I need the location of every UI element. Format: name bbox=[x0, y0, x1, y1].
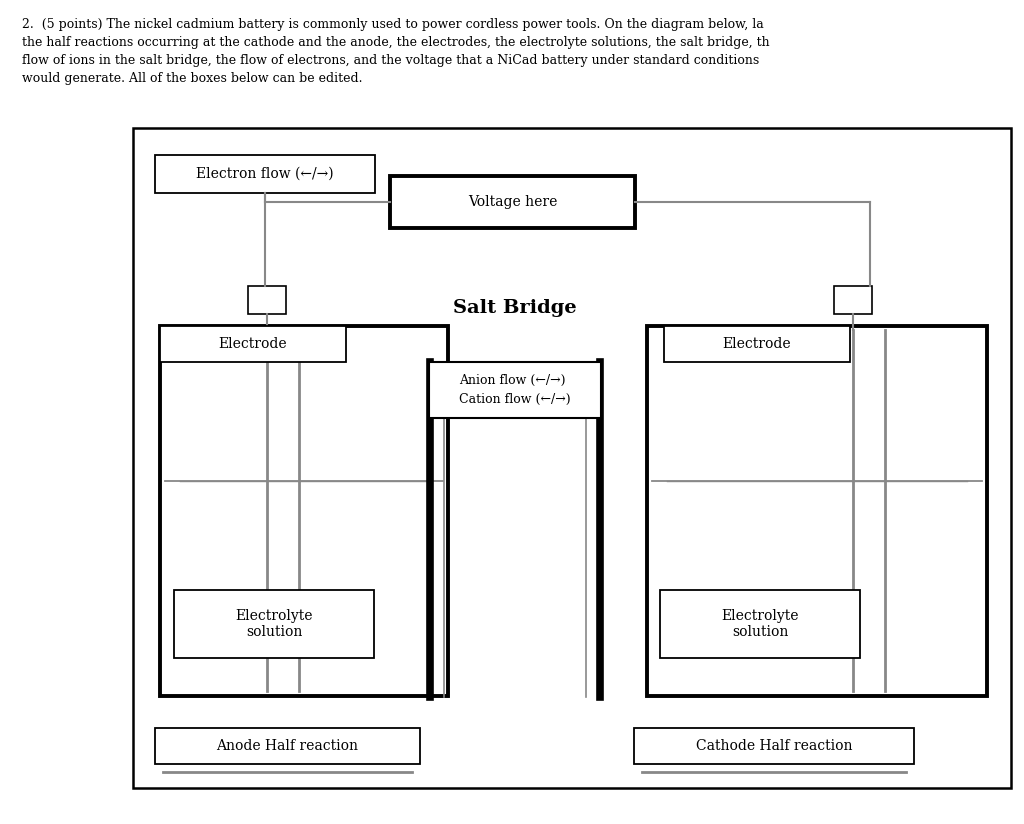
Text: Electrode: Electrode bbox=[219, 337, 288, 351]
Bar bbox=[133, 128, 1011, 788]
Text: Electrode: Electrode bbox=[723, 337, 792, 351]
Text: Electrolyte
solution: Electrolyte solution bbox=[236, 609, 312, 639]
Bar bbox=[429, 362, 601, 418]
Text: would generate. All of the boxes below can be edited.: would generate. All of the boxes below c… bbox=[22, 72, 362, 85]
Text: Electrolyte
solution: Electrolyte solution bbox=[721, 609, 799, 639]
Text: Anode Half reaction: Anode Half reaction bbox=[216, 739, 358, 753]
Text: Anion flow (←/→)
Cation flow (←/→): Anion flow (←/→) Cation flow (←/→) bbox=[459, 374, 570, 406]
Text: Cathode Half reaction: Cathode Half reaction bbox=[695, 739, 852, 753]
Bar bbox=[174, 590, 374, 658]
Text: Voltage here: Voltage here bbox=[468, 195, 557, 209]
Text: flow of ions in the salt bridge, the flow of electrons, and the voltage that a N: flow of ions in the salt bridge, the flo… bbox=[22, 54, 759, 67]
Text: 2.  (5 points) The nickel cadmium battery is commonly used to power cordless pow: 2. (5 points) The nickel cadmium battery… bbox=[22, 18, 764, 31]
Bar bbox=[834, 286, 872, 314]
Bar bbox=[664, 326, 850, 362]
Bar bbox=[155, 728, 420, 764]
Bar bbox=[160, 326, 449, 696]
Bar bbox=[647, 326, 987, 696]
Text: Electron flow (←/→): Electron flow (←/→) bbox=[197, 167, 334, 181]
Bar bbox=[160, 326, 346, 362]
Bar bbox=[634, 728, 914, 764]
Bar bbox=[248, 286, 286, 314]
Text: Salt Bridge: Salt Bridge bbox=[454, 299, 577, 317]
Bar bbox=[155, 155, 375, 193]
Text: the half reactions occurring at the cathode and the anode, the electrodes, the e: the half reactions occurring at the cath… bbox=[22, 36, 770, 49]
Bar bbox=[660, 590, 860, 658]
Bar bbox=[390, 176, 635, 228]
